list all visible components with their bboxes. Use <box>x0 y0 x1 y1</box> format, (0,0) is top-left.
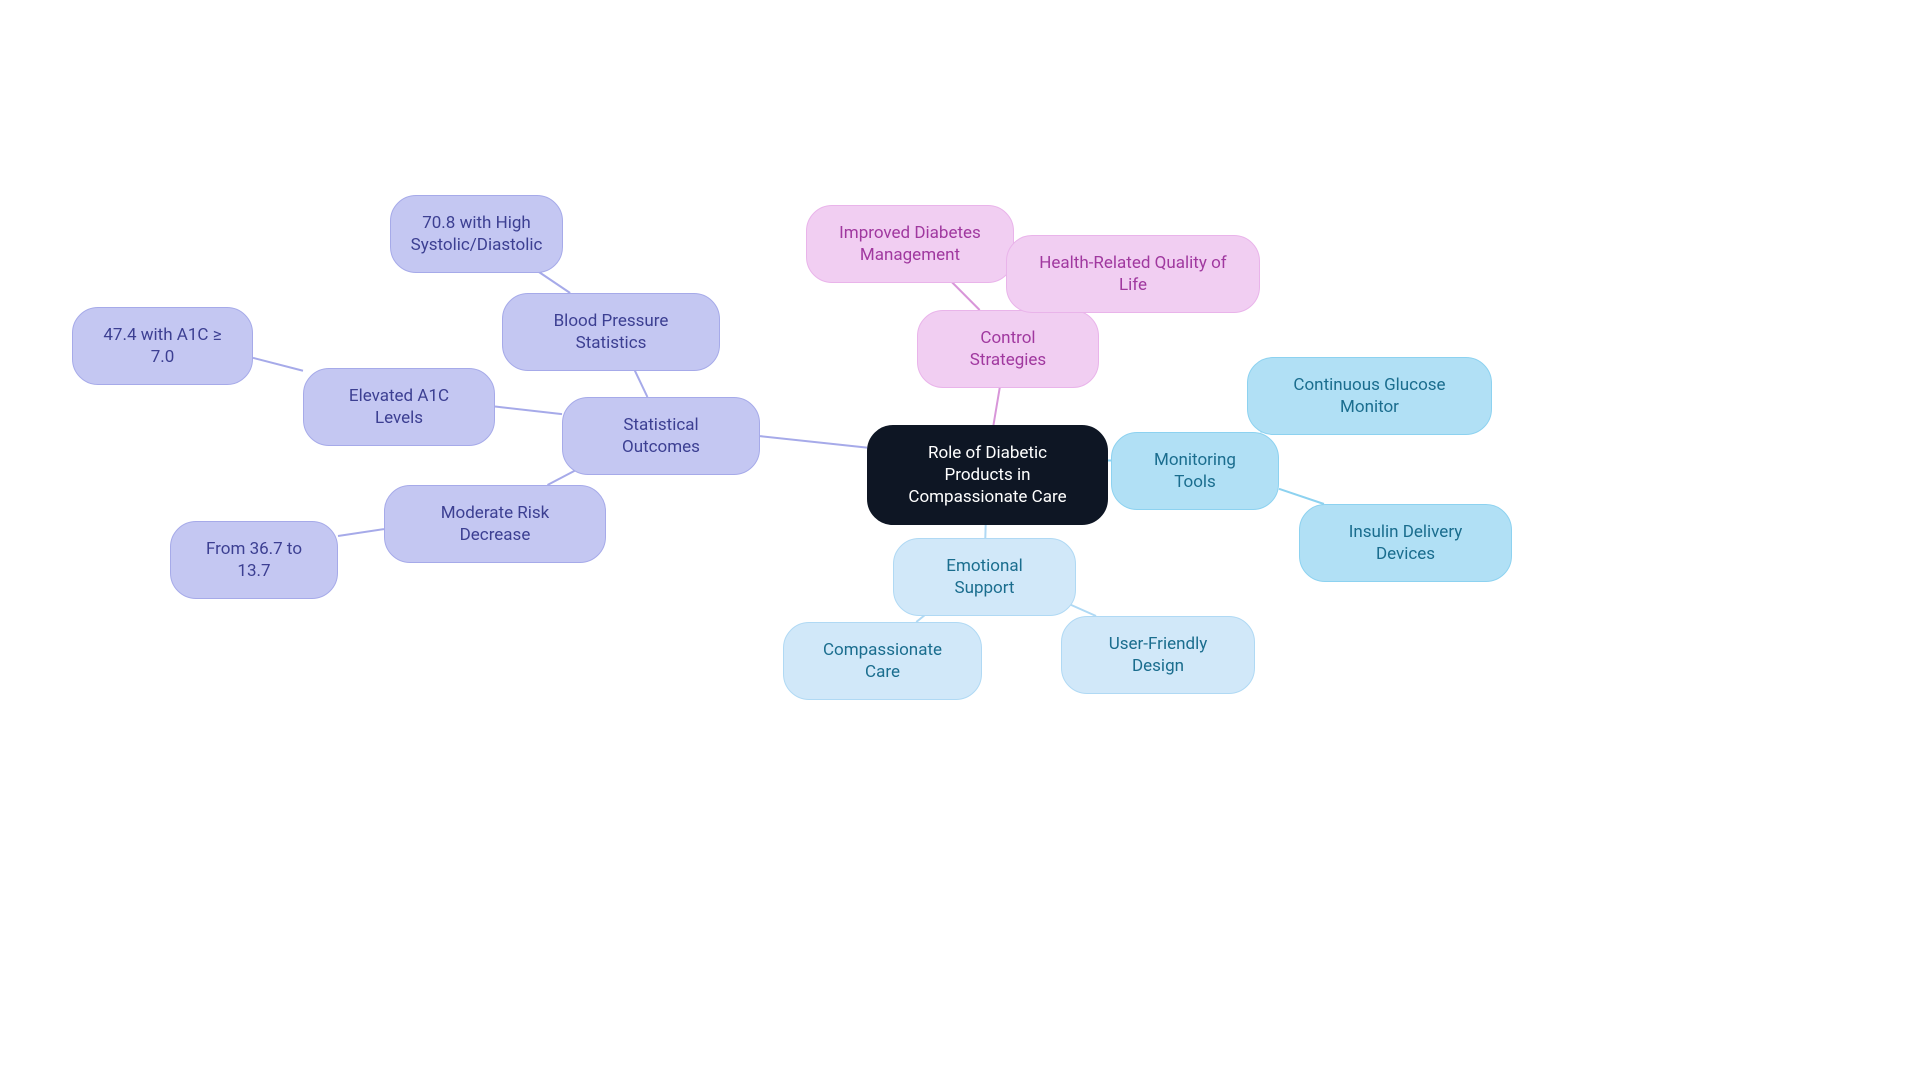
mindmap-node-label: Monitoring Tools <box>1136 449 1254 493</box>
mindmap-node-label: Role of Diabetic Products in Compassiona… <box>892 442 1083 508</box>
mindmap-node-a1c_val: 47.4 with A1C ≥ 7.0 <box>72 307 253 385</box>
mindmap-node-improved: Improved Diabetes Management <box>806 205 1014 283</box>
mindmap-node-label: 47.4 with A1C ≥ 7.0 <box>97 324 228 368</box>
mindmap-edge <box>495 406 562 414</box>
mindmap-node-bp_val: 70.8 with High Systolic/Diastolic <box>390 195 563 273</box>
mindmap-node-userfriendly: User-Friendly Design <box>1061 616 1255 694</box>
mindmap-node-center: Role of Diabetic Products in Compassiona… <box>867 425 1108 525</box>
mindmap-node-label: Compassionate Care <box>808 639 957 683</box>
mindmap-edge <box>338 529 384 536</box>
mindmap-node-emotional: Emotional Support <box>893 538 1076 616</box>
mindmap-node-control: Control Strategies <box>917 310 1099 388</box>
mindmap-node-monitoring: Monitoring Tools <box>1111 432 1279 510</box>
mindmap-node-label: Statistical Outcomes <box>587 414 735 458</box>
mindmap-node-label: Elevated A1C Levels <box>328 385 470 429</box>
mindmap-node-label: Control Strategies <box>942 327 1074 371</box>
mindmap-node-label: From 36.7 to 13.7 <box>195 538 313 582</box>
mindmap-node-label: Continuous Glucose Monitor <box>1272 374 1467 418</box>
mindmap-node-insulin: Insulin Delivery Devices <box>1299 504 1512 582</box>
mindmap-node-label: 70.8 with High Systolic/Diastolic <box>411 212 543 256</box>
mindmap-edge <box>253 358 303 371</box>
mindmap-edge <box>1279 489 1324 504</box>
mindmap-node-a1c: Elevated A1C Levels <box>303 368 495 446</box>
mindmap-node-label: Emotional Support <box>918 555 1051 599</box>
mindmap-edge <box>760 436 867 447</box>
mindmap-node-risk: Moderate Risk Decrease <box>384 485 606 563</box>
mindmap-node-label: Improved Diabetes Management <box>831 222 989 266</box>
mindmap-node-label: User-Friendly Design <box>1086 633 1230 677</box>
mindmap-node-stats: Statistical Outcomes <box>562 397 760 475</box>
mindmap-node-label: Moderate Risk Decrease <box>409 502 581 546</box>
mindmap-node-bp: Blood Pressure Statistics <box>502 293 720 371</box>
mindmap-node-label: Health-Related Quality of Life <box>1031 252 1235 296</box>
mindmap-node-label: Insulin Delivery Devices <box>1324 521 1487 565</box>
mindmap-node-compassion: Compassionate Care <box>783 622 982 700</box>
mindmap-node-hrql: Health-Related Quality of Life <box>1006 235 1260 313</box>
mindmap-node-label: Blood Pressure Statistics <box>527 310 695 354</box>
mindmap-node-risk_val: From 36.7 to 13.7 <box>170 521 338 599</box>
mindmap-node-cgm: Continuous Glucose Monitor <box>1247 357 1492 435</box>
